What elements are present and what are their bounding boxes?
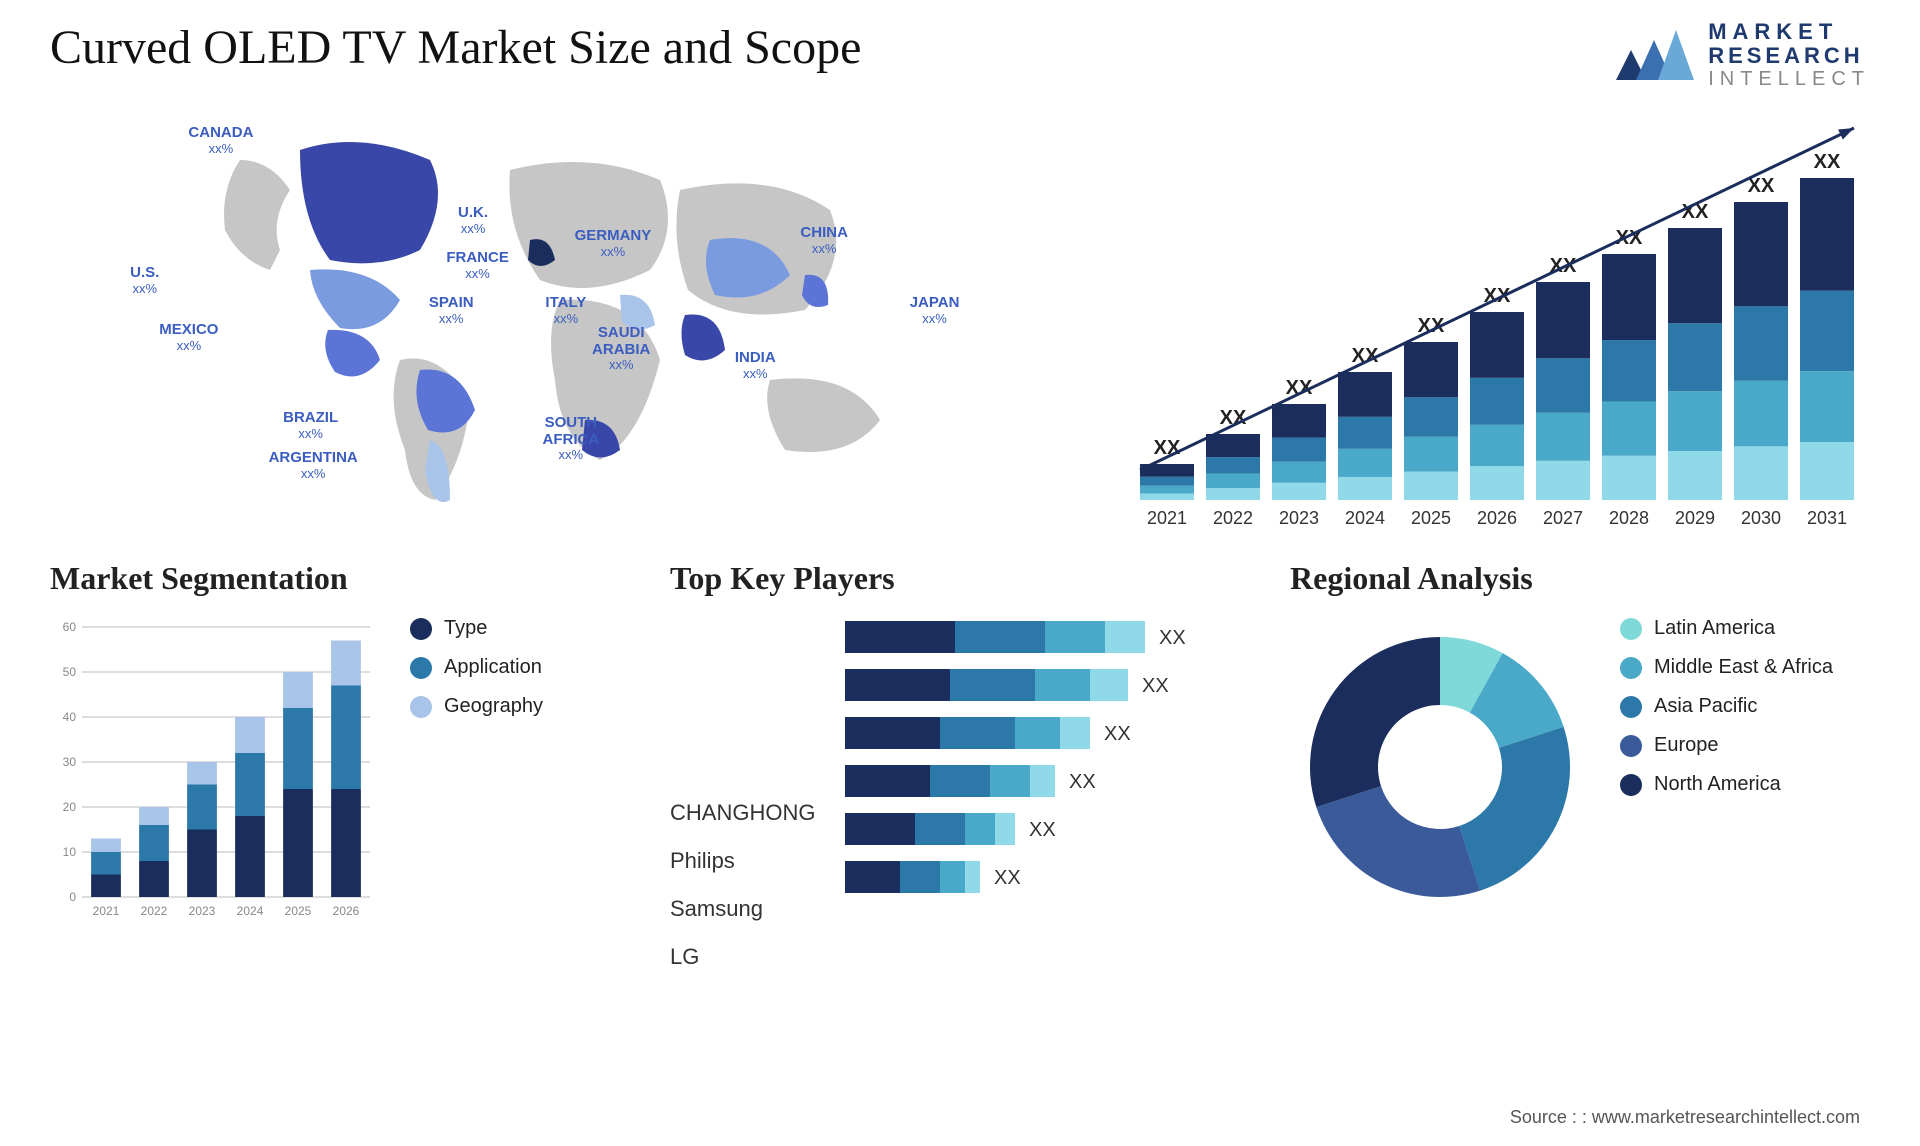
svg-text:30: 30	[63, 755, 77, 769]
world-map-panel: CANADAxx% U.S.xx%MEXICOxx% BRAZILxx% ARGENT…	[50, 100, 1070, 530]
legend-item: Middle East & Africa	[1620, 656, 1833, 679]
svg-text:50: 50	[63, 665, 77, 679]
svg-text:XX: XX	[1104, 723, 1131, 745]
svg-text:XX: XX	[1069, 771, 1096, 793]
growth-chart-svg: XX2021XX2022XX2023XX2024XX2025XX2026XX20…	[1130, 100, 1870, 530]
svg-text:10: 10	[63, 845, 77, 859]
map-label: SOUTHAFRICAxx%	[543, 415, 600, 462]
svg-text:2022: 2022	[1213, 508, 1253, 528]
svg-text:XX: XX	[994, 867, 1021, 889]
svg-text:2025: 2025	[285, 904, 312, 918]
regional-panel: Regional Analysis Latin America Middle Ea…	[1290, 560, 1870, 980]
svg-text:2024: 2024	[237, 904, 264, 918]
map-label: ARGENTINAxx%	[269, 450, 358, 481]
segmentation-chart-svg: 0 10 20 30 40 50 60 2021 2022 2023 2024 2025 2026	[50, 617, 380, 927]
map-label: FRANCExx%	[446, 250, 509, 281]
key-players-chart-svg: XX XX XX XX XX XX	[845, 617, 1225, 937]
map-label: CHINAxx%	[800, 225, 848, 256]
svg-text:2023: 2023	[1279, 508, 1319, 528]
map-label: ITALYxx%	[545, 295, 586, 326]
svg-text:2021: 2021	[1147, 508, 1187, 528]
legend-item: Asia Pacific	[1620, 695, 1833, 718]
regional-donut-svg	[1290, 617, 1590, 917]
logo-text: MARKET RESEARCH INTELLECT	[1708, 20, 1870, 90]
legend-item: Europe	[1620, 734, 1833, 757]
legend-item: Type	[410, 617, 543, 640]
svg-text:60: 60	[63, 620, 77, 634]
player-label: Samsung	[670, 896, 815, 922]
svg-text:XX: XX	[1159, 627, 1186, 649]
bottom-row: Market Segmentation 0 10 20 30 40 50 60 2021 202…	[50, 560, 1870, 980]
player-label: CHANGHONG	[670, 800, 815, 826]
svg-text:2026: 2026	[333, 904, 360, 918]
key-players-panel: Top Key Players CHANGHONG Philips Samsung L…	[670, 560, 1250, 980]
map-label: SAUDIARABIAxx%	[592, 325, 650, 372]
key-players-labels: CHANGHONG Philips Samsung LG	[670, 617, 815, 980]
growth-chart: XX2021XX2022XX2023XX2024XX2025XX2026XX20…	[1130, 100, 1870, 530]
svg-text:2030: 2030	[1741, 508, 1781, 528]
svg-text:2024: 2024	[1345, 508, 1385, 528]
map-label: MEXICOxx%	[159, 322, 218, 353]
segmentation-legend: Type Application Geography	[410, 617, 543, 980]
player-label: Philips	[670, 848, 815, 874]
source-citation: Source : : www.marketresearchintellect.c…	[1510, 1107, 1860, 1128]
svg-text:2029: 2029	[1675, 508, 1715, 528]
legend-item: Geography	[410, 695, 543, 718]
segmentation-panel: Market Segmentation 0 10 20 30 40 50 60 2021 202…	[50, 560, 630, 980]
player-label: LG	[670, 944, 815, 970]
logo-mark-icon	[1606, 20, 1696, 90]
svg-text:2021: 2021	[93, 904, 120, 918]
svg-text:2023: 2023	[189, 904, 216, 918]
top-row: CANADAxx% U.S.xx%MEXICOxx% BRAZILxx% ARGENT…	[50, 100, 1870, 530]
logo-line-3: INTELLECT	[1708, 68, 1870, 90]
legend-item: Latin America	[1620, 617, 1833, 640]
svg-text:20: 20	[63, 800, 77, 814]
svg-text:2025: 2025	[1411, 508, 1451, 528]
map-label: BRAZILxx%	[283, 410, 338, 441]
svg-text:XX: XX	[1142, 675, 1169, 697]
map-label: CANADAxx%	[188, 125, 253, 156]
key-players-title: Top Key Players	[670, 560, 1250, 597]
svg-text:2026: 2026	[1477, 508, 1517, 528]
svg-text:2028: 2028	[1609, 508, 1649, 528]
brand-logo: MARKET RESEARCH INTELLECT	[1606, 20, 1870, 90]
map-label: INDIAxx%	[735, 350, 776, 381]
map-label: U.S.xx%	[130, 265, 159, 296]
regional-title: Regional Analysis	[1290, 560, 1870, 597]
logo-line-1: MARKET	[1708, 20, 1870, 44]
header: Curved OLED TV Market Size and Scope MAR…	[50, 20, 1870, 90]
map-label: U.K.xx%	[458, 205, 488, 236]
logo-line-2: RESEARCH	[1708, 44, 1870, 68]
segmentation-title: Market Segmentation	[50, 560, 630, 597]
page-title: Curved OLED TV Market Size and Scope	[50, 20, 861, 75]
regional-legend: Latin America Middle East & Africa Asia Pa…	[1620, 617, 1833, 980]
svg-text:0: 0	[69, 890, 76, 904]
map-label: GERMANYxx%	[575, 228, 652, 259]
svg-text:40: 40	[63, 710, 77, 724]
svg-text:XX: XX	[1029, 819, 1056, 841]
map-label: JAPANxx%	[910, 295, 960, 326]
svg-text:2027: 2027	[1543, 508, 1583, 528]
map-label: SPAINxx%	[429, 295, 474, 326]
legend-item: North America	[1620, 773, 1833, 796]
legend-item: Application	[410, 656, 543, 679]
svg-text:XX: XX	[1814, 151, 1841, 173]
svg-text:2022: 2022	[141, 904, 168, 918]
svg-text:2031: 2031	[1807, 508, 1847, 528]
